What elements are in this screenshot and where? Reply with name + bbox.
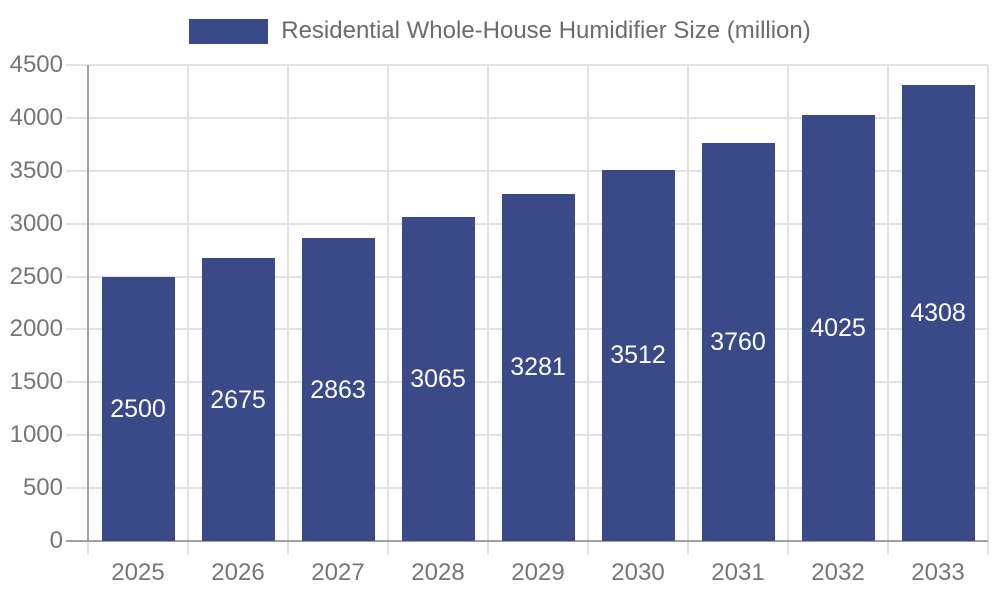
x-axis-tick-label: 2027 [311,559,365,586]
x-gridline [687,65,689,555]
y-gridline [66,116,988,119]
bar-2027[interactable] [301,238,375,541]
x-axis-tick-label: 2029 [511,559,565,586]
x-axis-tick-label: 2026 [211,559,265,586]
y-axis-tick-label: 1000 [9,421,63,449]
x-gridline [187,65,189,555]
bar-2026[interactable] [201,258,275,541]
x-axis-tick-label: 2033 [911,559,965,586]
x-axis-tick-label: 2032 [811,559,865,586]
x-gridline [387,65,389,555]
y-gridline [66,169,988,172]
y-axis-tick-label: 500 [22,474,63,502]
x-axis-tick-label: 2030 [611,559,665,586]
y-axis-tick-label: 3000 [9,209,63,237]
y-gridline [66,64,988,66]
bar-2029[interactable] [501,193,575,541]
bar-2033[interactable] [901,85,975,541]
x-axis-tick-label: 2031 [711,559,765,586]
y-axis-tick-label: 3500 [9,156,63,184]
x-gridline [887,65,889,555]
x-axis-tick-label: 2028 [411,559,465,586]
legend-swatch [189,18,269,44]
y-axis-tick-label: 4000 [9,103,63,131]
chart-legend[interactable]: Residential Whole-House Humidifier Size … [0,17,1000,45]
bar-2025[interactable] [101,276,175,541]
bar-2030[interactable] [601,169,675,541]
legend-label: Residential Whole-House Humidifier Size … [281,17,811,44]
x-axis-line [66,540,988,542]
bar-2028[interactable] [401,216,475,541]
x-gridline [287,65,289,555]
y-axis-tick-label: 0 [49,527,63,554]
x-axis-tick-label: 2025 [111,559,165,586]
y-axis-tick-label: 1500 [9,368,63,396]
y-axis-tick-label: 2000 [9,315,63,343]
y-axis-line [87,65,89,541]
y-axis-tick-label: 2500 [9,262,63,290]
bar-2031[interactable] [701,143,775,541]
x-gridline [987,65,989,555]
y-axis-tick-label: 4500 [9,51,63,78]
x-gridline [487,65,489,555]
bar-2032[interactable] [801,115,875,541]
x-gridline [587,65,589,555]
x-gridline [787,65,789,555]
